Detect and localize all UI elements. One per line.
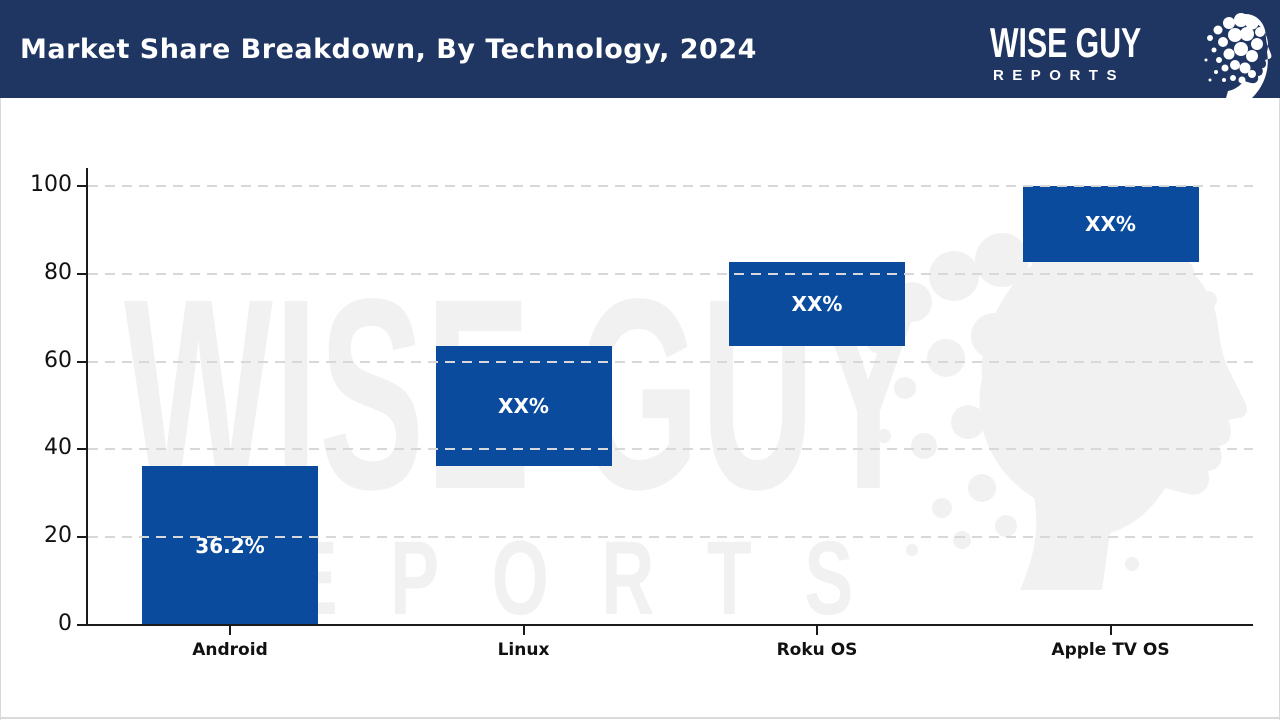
- bar-value-label: XX%: [498, 394, 549, 419]
- brand-subtitle: REPORTS: [992, 67, 1125, 84]
- y-tick-label: 40: [44, 435, 72, 461]
- bar-linux: XX%: [435, 346, 612, 467]
- category-label: Roku OS: [776, 640, 858, 660]
- brand-wordmark: WISE GUY REPORTS: [989, 19, 1200, 85]
- bar-roku-os: XX%: [729, 262, 905, 347]
- y-tick-100: [77, 185, 86, 187]
- header-bar: Market Share Breakdown, By Technology, 2…: [0, 0, 1280, 98]
- gridline-100: [88, 185, 1253, 187]
- x-tick-1: [522, 626, 525, 635]
- bar-value-label: XX%: [791, 292, 843, 317]
- x-tick-0: [229, 626, 231, 635]
- y-tick-20: [77, 536, 86, 539]
- category-label: Android: [192, 640, 268, 660]
- x-axis-line: [86, 624, 1253, 626]
- logo-head-icon: [1204, 13, 1272, 98]
- bar-android: 36.2%: [142, 466, 318, 625]
- brand-name: WISE GUY: [989, 19, 1142, 66]
- page-title: Market Share Breakdown, By Technology, 2…: [20, 34, 757, 65]
- gridline-80: [88, 272, 1253, 275]
- frame-left: [0, 98, 1, 720]
- y-tick-label: 100: [30, 172, 72, 197]
- chart-area: WISE GUY REPORTS 0 20 40 60 80 100 36.2% Androi…: [0, 98, 1280, 720]
- y-tick-label: 60: [44, 347, 72, 373]
- y-axis-line: [86, 168, 88, 626]
- y-tick-60: [77, 360, 86, 363]
- x-tick-2: [816, 626, 818, 635]
- gridline-60: [88, 360, 1253, 363]
- y-tick-label: 20: [44, 523, 72, 549]
- bar-apple-tv-os: XX%: [1022, 186, 1199, 263]
- gridline-20: [88, 536, 1253, 539]
- y-tick-40: [77, 448, 86, 451]
- y-tick-80: [77, 272, 86, 275]
- y-tick-label: 80: [44, 259, 72, 285]
- y-tick-label: 0: [58, 611, 72, 636]
- y-tick-0: [77, 624, 86, 626]
- brand-logo: WISE GUY REPORTS: [990, 4, 1272, 98]
- category-label: Apple TV OS: [1051, 640, 1170, 660]
- category-label: Linux: [497, 640, 550, 660]
- bar-value-label: XX%: [1085, 212, 1136, 237]
- gridline-40: [88, 448, 1253, 451]
- x-tick-3: [1109, 626, 1112, 635]
- frame-bottom: [0, 717, 1280, 719]
